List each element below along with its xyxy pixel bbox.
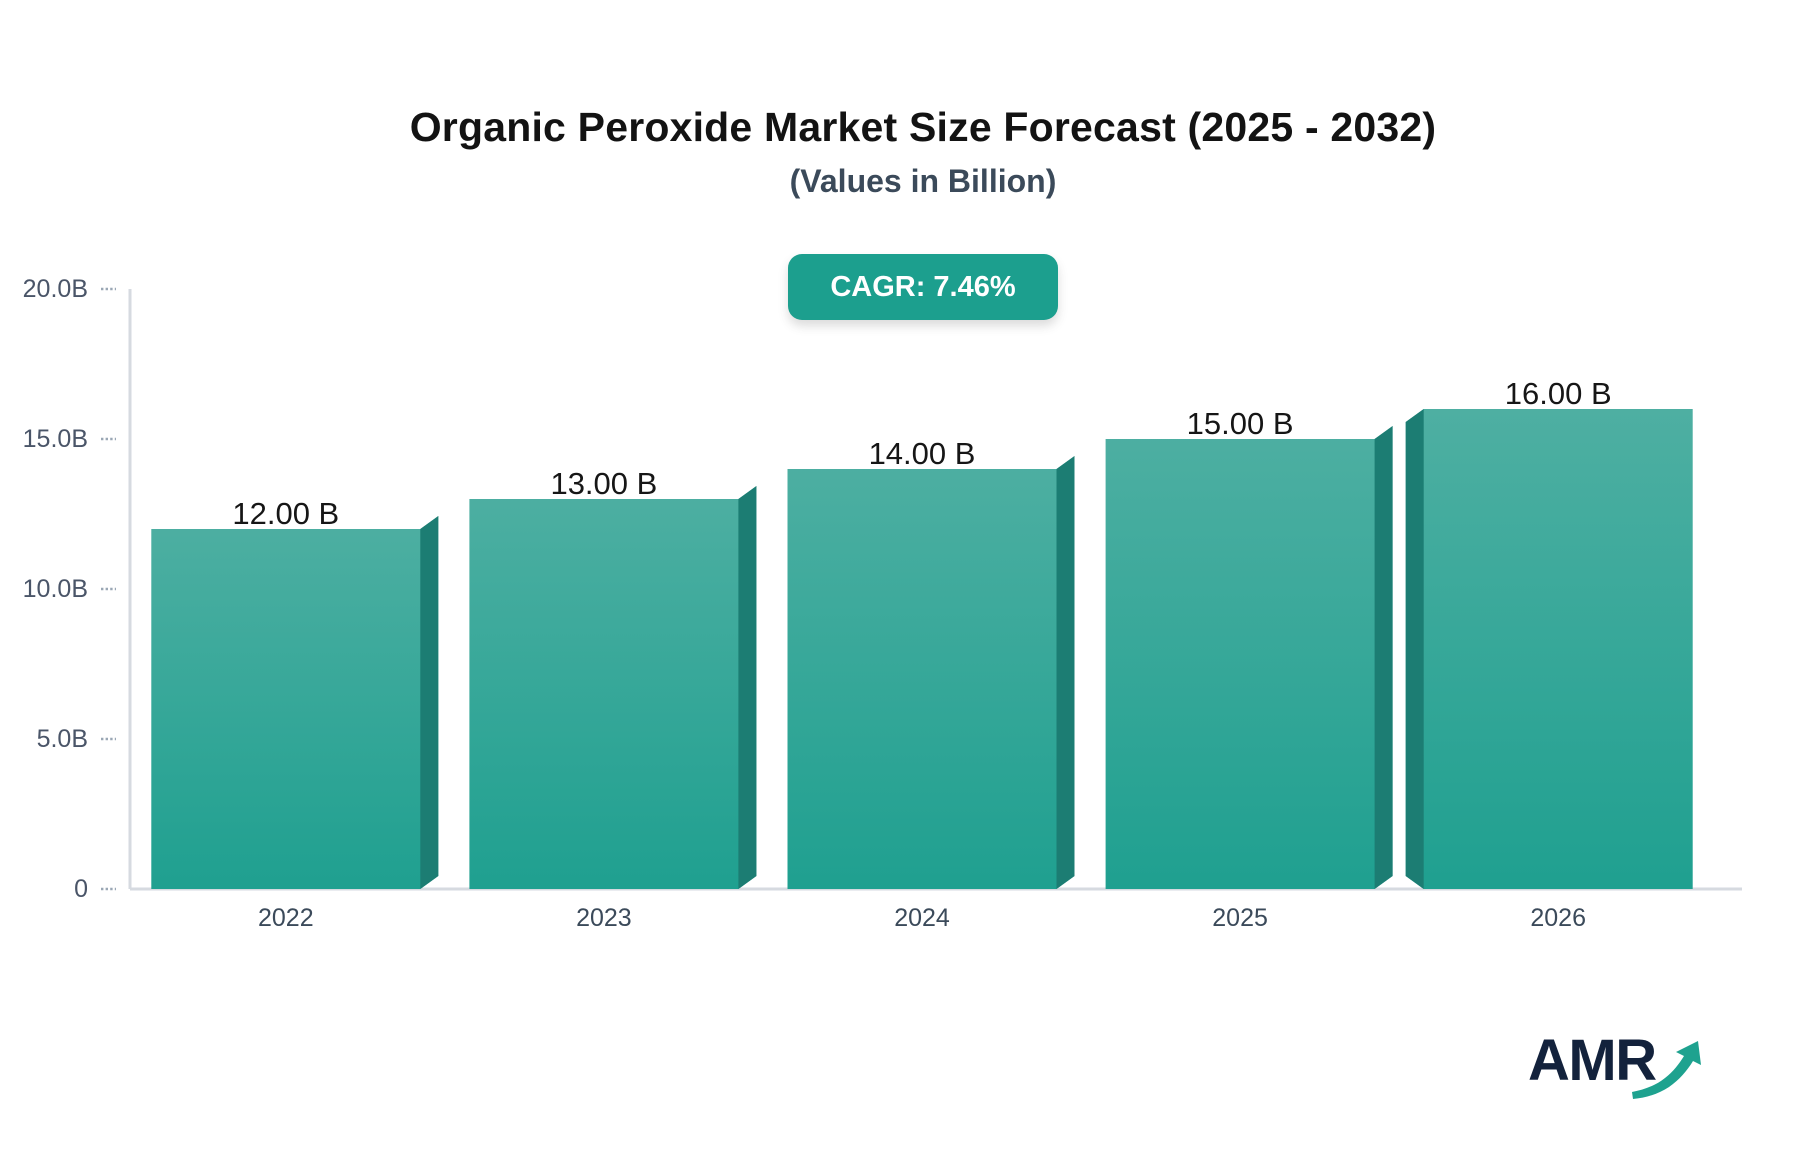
svg-text:AMR: AMR	[1528, 1028, 1656, 1093]
